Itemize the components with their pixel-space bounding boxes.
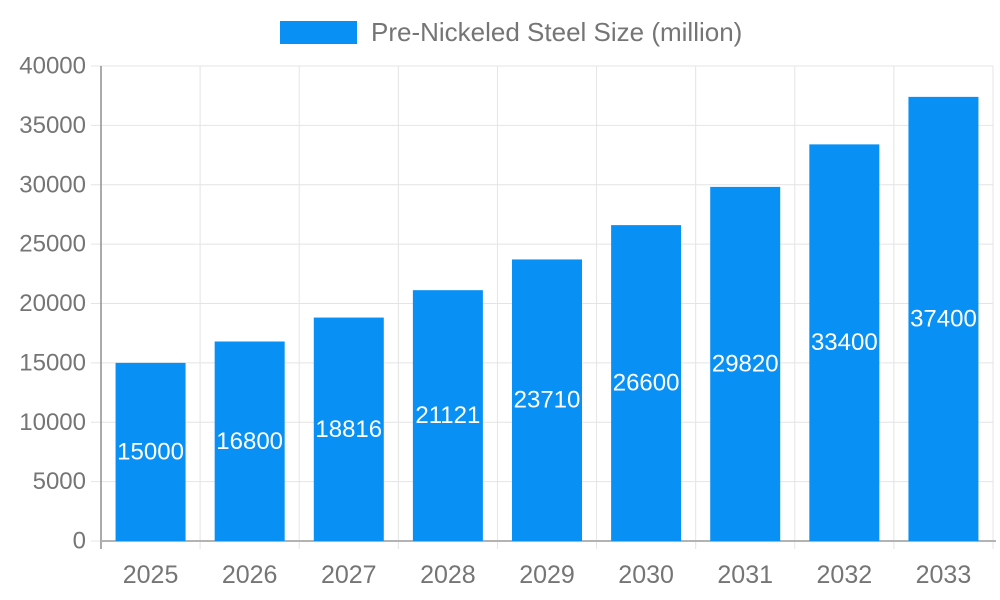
bar: [512, 259, 582, 541]
bar-value-label: 33400: [811, 329, 878, 356]
x-tick-label: 2031: [717, 561, 773, 589]
bar-value-labels: 15000 16800 18816 21121 23710 26600 29820 33400…: [117, 305, 977, 465]
x-tick-label: 2032: [817, 561, 873, 589]
y-tick-label: 35000: [19, 112, 86, 139]
y-tick-label: 20000: [19, 290, 86, 317]
bar-value-label: 29820: [712, 350, 779, 377]
bar-value-label: 16800: [216, 428, 283, 455]
vertical-gridlines: [100, 66, 994, 549]
bar: [412, 290, 483, 541]
bar: [710, 186, 781, 541]
legend-label: Pre-Nickeled Steel Size (million): [371, 17, 743, 47]
x-tick-label: 2033: [916, 561, 972, 589]
y-tick-label: 10000: [19, 409, 86, 436]
bar: [115, 362, 186, 541]
x-tick-label: 2028: [420, 561, 476, 589]
y-tick-label: 5000: [33, 468, 86, 495]
bar: [611, 225, 682, 541]
y-tick-label: 15000: [19, 349, 86, 376]
bar: [313, 317, 384, 541]
y-tick-label: 30000: [19, 171, 86, 198]
bar-value-label: 15000: [117, 438, 184, 465]
bar-value-label: 23710: [514, 387, 581, 414]
legend: Pre-Nickeled Steel Size (million): [280, 17, 743, 47]
x-tick-label: 2025: [123, 561, 179, 589]
bar: [214, 341, 285, 541]
bars: [115, 96, 979, 541]
bar: [809, 144, 880, 541]
bar-value-label: 18816: [315, 416, 382, 443]
x-tick-label: 2029: [519, 561, 575, 589]
bar: [908, 96, 979, 541]
legend-swatch: [280, 20, 357, 44]
bar-value-label: 26600: [613, 370, 680, 397]
y-tick-label: 40000: [19, 53, 86, 80]
y-tick-label: 25000: [19, 231, 86, 258]
y-axis-tick-labels: 0 5000 10000 15000 20000 25000 30000 35000 40000: [19, 53, 86, 555]
bar-value-label: 21121: [415, 402, 480, 429]
y-tick-label: 0: [73, 528, 86, 555]
x-tick-label: 2027: [321, 561, 377, 589]
x-axis-tick-labels: 2025 2026 2027 2028 2029 2030 2031 2032 2033: [123, 561, 972, 589]
x-tick-label: 2026: [222, 561, 278, 589]
bar-value-label: 37400: [910, 305, 977, 332]
x-tick-label: 2030: [618, 561, 674, 589]
